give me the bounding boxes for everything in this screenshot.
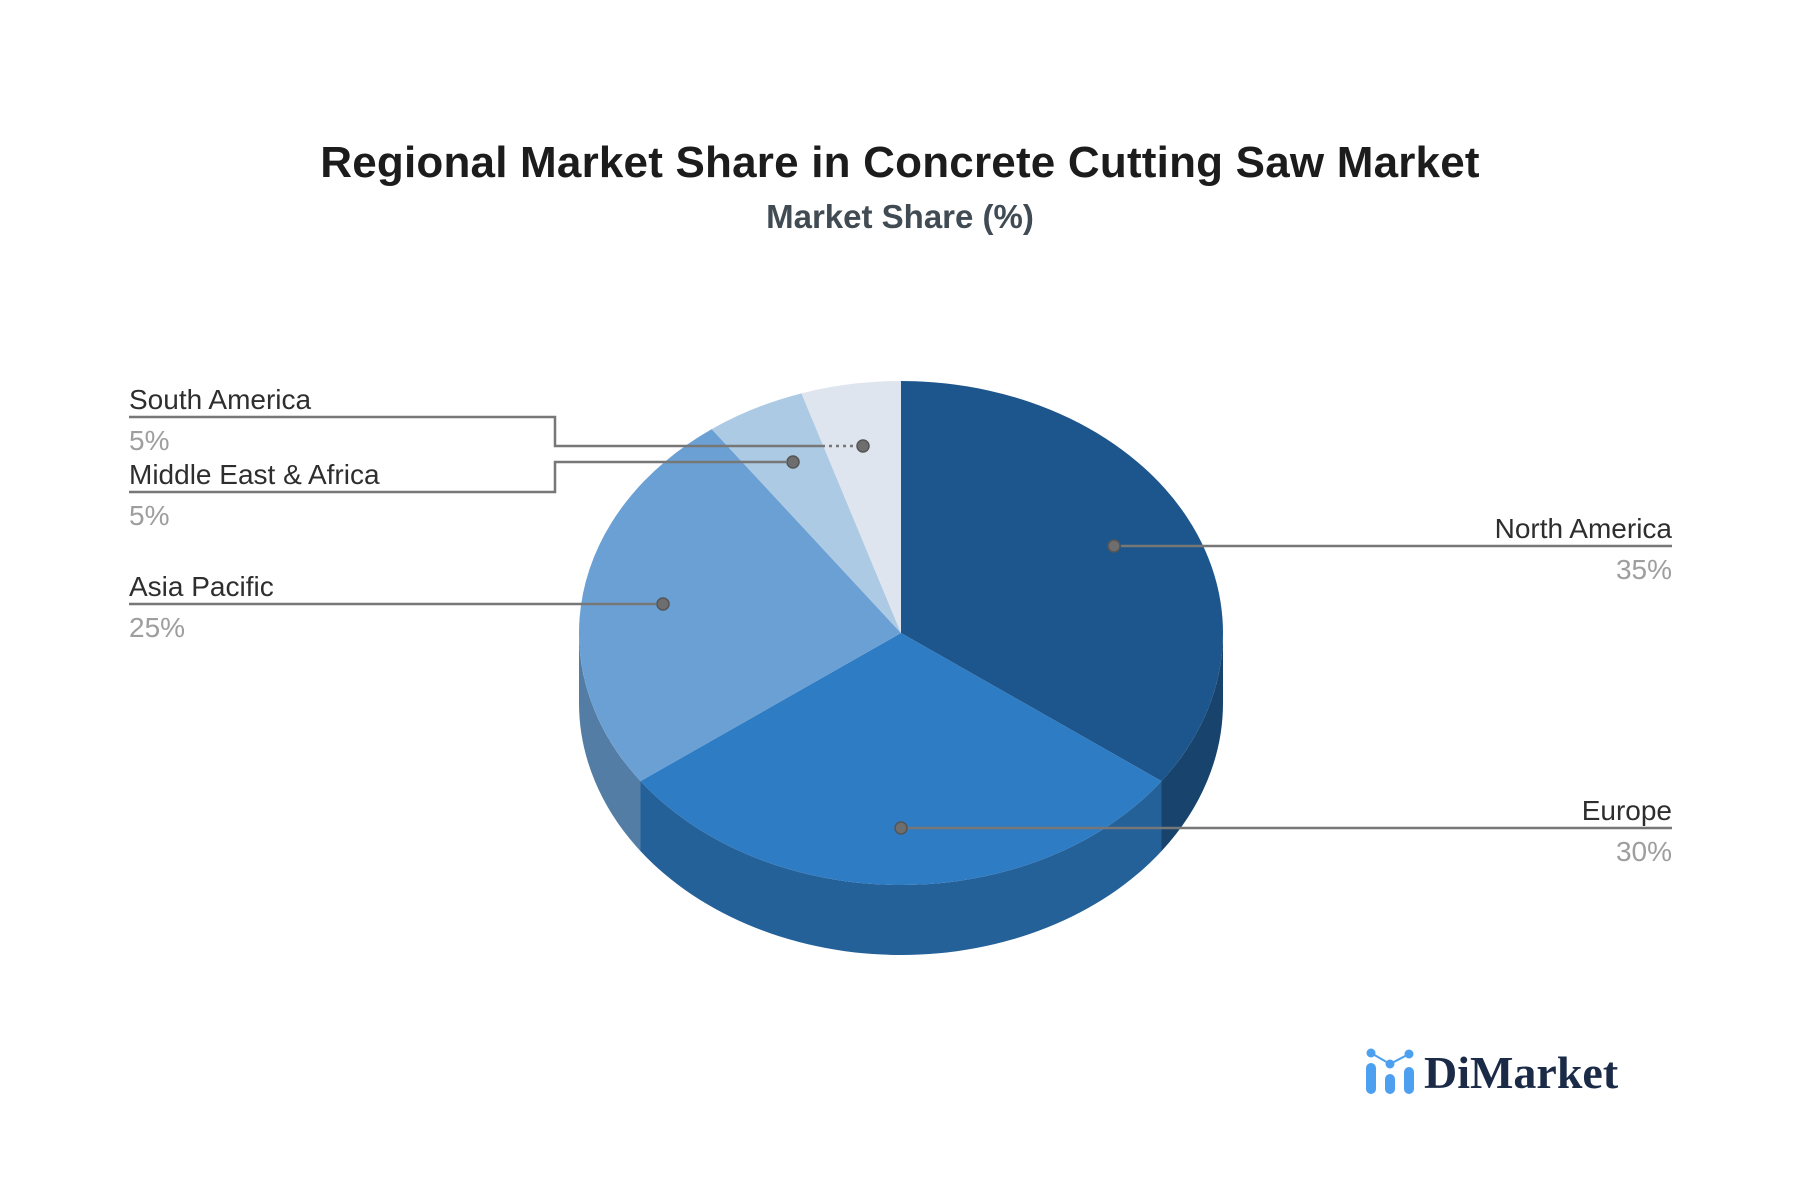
callout-middle-east-africa: Middle East & Africa 5% <box>129 459 380 532</box>
pie-slice-europe[interactable] <box>640 633 1162 885</box>
callout-label: Europe <box>1581 795 1672 826</box>
pie-slice-side-asia-pacific <box>579 633 641 852</box>
callout-value: 25% <box>129 612 186 644</box>
connector-dot-middle-east-africa <box>786 455 800 469</box>
callout-value: 35% <box>1615 554 1672 586</box>
connector-middle-east-africa <box>129 460 786 494</box>
pie-slice-south-america[interactable] <box>801 381 902 633</box>
connector-dot-north-america <box>1107 539 1121 553</box>
callout-label: Middle East & Africa <box>129 459 380 490</box>
chart-subtitle: Market Share (%) <box>766 198 1034 235</box>
connector-south-america <box>129 415 822 448</box>
chart-title: Regional Market Share in Concrete Cuttin… <box>320 138 1480 187</box>
callout-europe: Europe 30% <box>1582 795 1672 868</box>
pie-slice-side-north-america <box>1161 633 1223 852</box>
dimarket-logo-text: DiMarket <box>1424 1047 1619 1098</box>
connector-dot-south-america <box>856 439 870 453</box>
callout-south-america: South America 5% <box>129 384 311 457</box>
callout-label: Asia Pacific <box>129 571 274 602</box>
callout-asia-pacific: Asia Pacific 25% <box>129 571 274 644</box>
dimarket-logo: DiMarket <box>1362 1036 1618 1096</box>
dimarket-logo-icon <box>1366 1048 1414 1094</box>
connector-dot-asia-pacific <box>656 597 670 611</box>
callout-label: North America <box>1494 513 1672 544</box>
callout-label: South America <box>129 384 312 415</box>
pie-slice-asia-pacific[interactable] <box>579 429 901 782</box>
callout-value: 5% <box>129 425 170 457</box>
connector-dot-europe <box>894 821 908 835</box>
pie-slice-middle-east-africa[interactable] <box>711 393 901 633</box>
pie-slice-side-europe <box>640 781 1162 955</box>
callout-value: 30% <box>1615 836 1672 868</box>
callout-north-america: North America 35% <box>1495 513 1672 586</box>
pie-slice-north-america[interactable] <box>901 381 1223 782</box>
callout-value: 5% <box>129 500 170 532</box>
